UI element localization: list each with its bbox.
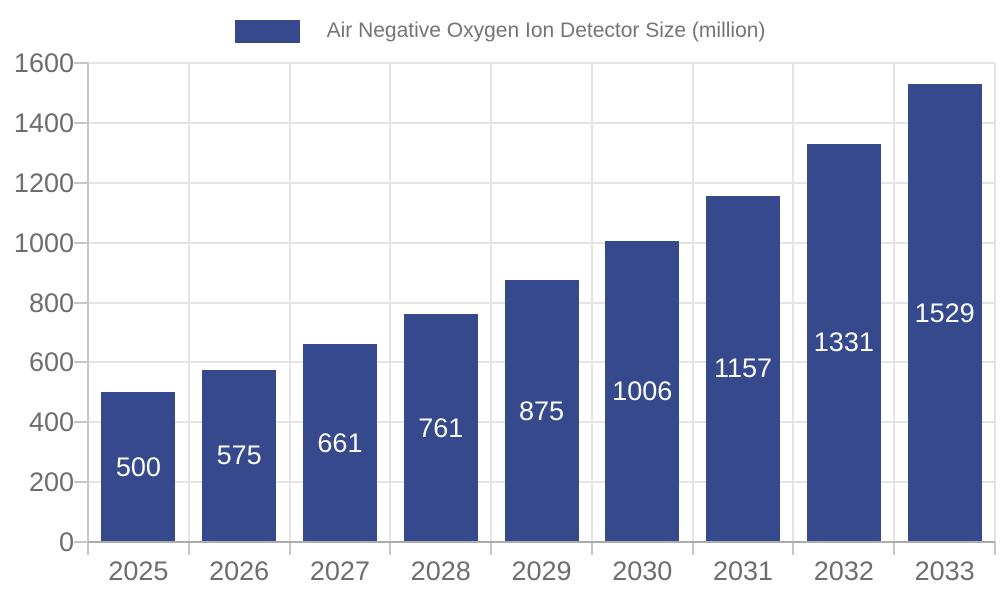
bar-value-label: 500 (115, 451, 161, 482)
y-axis-tick (74, 361, 88, 364)
y-tick-label: 1000 (13, 227, 74, 258)
x-tick-label: 2025 (108, 556, 169, 586)
gridline-vertical (590, 63, 593, 542)
bar-value-label: 575 (216, 440, 262, 471)
y-axis-tick (74, 181, 88, 184)
x-tick-label: 2027 (309, 556, 370, 586)
y-tick-label: 800 (28, 287, 74, 318)
y-tick-label: 0 (58, 527, 74, 557)
y-tick-label: 1600 (13, 48, 74, 78)
gridline-vertical (792, 63, 795, 542)
gridline-horizontal (88, 121, 995, 124)
y-axis-tick (74, 121, 88, 124)
bar: 500 (101, 392, 176, 542)
gridline-vertical (389, 63, 392, 542)
y-tick-label: 1200 (13, 167, 74, 198)
bar: 1331 (806, 143, 881, 542)
y-tick-label: 400 (28, 407, 74, 438)
bar-value-label: 1529 (914, 297, 975, 328)
x-tick-label: 2031 (713, 556, 774, 586)
x-tick-label: 2030 (612, 556, 673, 586)
bar: 575 (202, 369, 277, 542)
legend-swatch (234, 19, 300, 43)
bar-value-label: 1157 (714, 353, 773, 384)
gridline-vertical (490, 63, 493, 542)
bar: 661 (302, 344, 377, 542)
y-axis-tick (74, 241, 88, 244)
y-axis-tick (74, 301, 88, 304)
x-axis-tick (187, 542, 190, 555)
x-tick-label: 2029 (511, 556, 572, 586)
legend-label: Air Negative Oxygen Ion Detector Size (m… (326, 19, 766, 42)
y-tick-label: 1400 (13, 107, 74, 138)
y-tick-label: 600 (28, 347, 74, 378)
x-axis-tick (792, 542, 795, 555)
y-axis-tick (74, 541, 88, 543)
x-tick-label: 2033 (914, 556, 975, 586)
bar-value-label: 1006 (612, 375, 673, 406)
x-axis-tick (288, 542, 291, 555)
x-tick-label: 2028 (410, 556, 471, 586)
bar: 1529 (907, 84, 982, 542)
x-axis-tick (691, 542, 694, 555)
y-axis-tick (74, 62, 88, 64)
x-axis-tick (490, 542, 493, 555)
gridline-vertical (994, 63, 996, 542)
bar: 1006 (605, 240, 680, 542)
y-axis-tick (74, 421, 88, 424)
bar-value-label: 875 (518, 395, 565, 426)
x-axis-tick (893, 542, 896, 555)
x-axis-tick (590, 542, 593, 555)
gridline-horizontal (88, 62, 995, 64)
y-axis-tick (74, 481, 88, 484)
gridline-vertical (187, 63, 190, 542)
x-tick-label: 2026 (209, 556, 270, 586)
x-axis-tick (389, 542, 392, 555)
bar-value-label: 761 (418, 412, 464, 443)
bar: 1157 (706, 195, 781, 542)
y-tick-label: 200 (28, 467, 74, 498)
x-axis-line (88, 541, 995, 543)
gridline-vertical (893, 63, 896, 542)
bar-value-label: 1331 (813, 327, 874, 358)
gridline-horizontal (88, 181, 995, 184)
bar: 761 (403, 314, 478, 542)
x-tick-label: 2032 (813, 556, 874, 586)
bar: 875 (504, 280, 579, 542)
gridline-horizontal (88, 241, 995, 244)
gridline-vertical (691, 63, 694, 542)
legend: Air Negative Oxygen Ion Detector Size (m… (0, 17, 1000, 45)
bar-value-label: 661 (317, 427, 363, 458)
x-axis-tick (994, 542, 996, 555)
gridline-vertical (288, 63, 291, 542)
y-axis-line (87, 63, 89, 555)
